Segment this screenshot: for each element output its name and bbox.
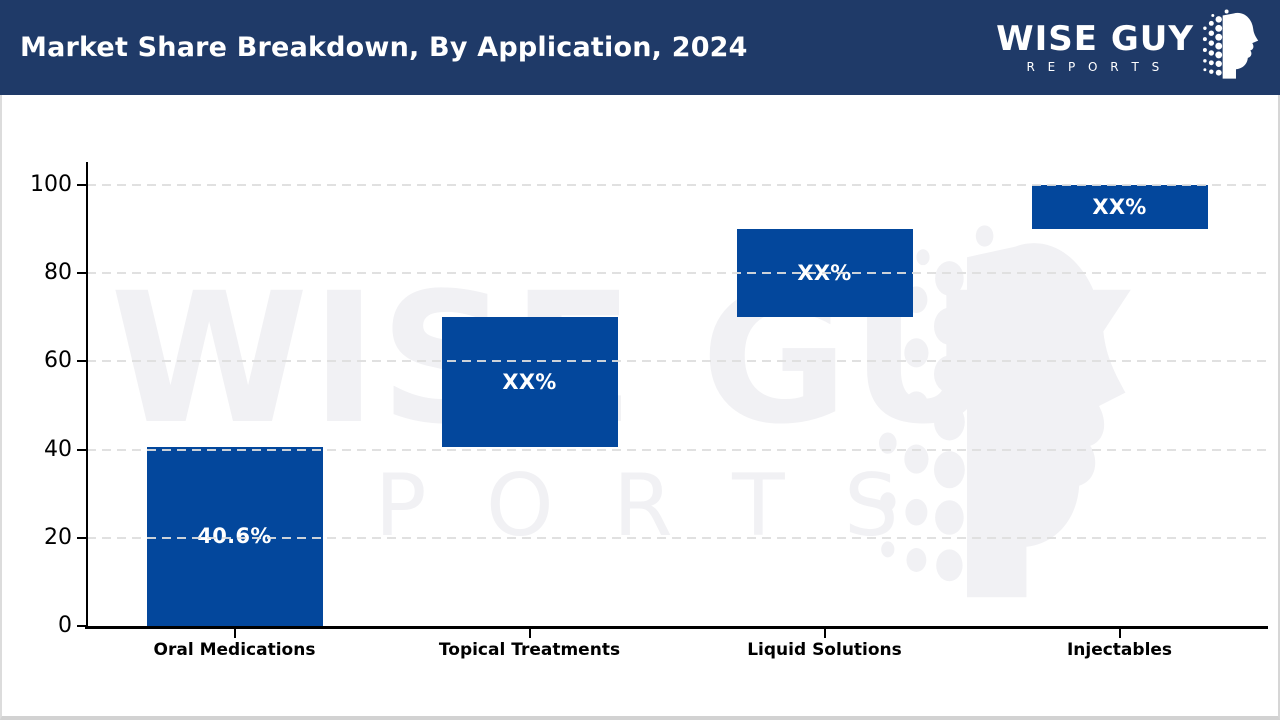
y-tick-label: 40 [44, 436, 72, 462]
wise-guy-reports-logo: WISE GUY R E P O R T S [996, 8, 1280, 88]
y-tick-label: 60 [44, 348, 72, 374]
bar-oral-medications: 40.6% [146, 446, 323, 626]
y-tick-mark [77, 272, 87, 275]
logo-wordmark: WISE GUY [996, 18, 1194, 59]
y-tick-label: 20 [44, 524, 72, 550]
y-axis-line [86, 162, 88, 627]
page-title: Market Share Breakdown, By Application, … [20, 32, 748, 63]
bar-value-label: XX% [1092, 195, 1147, 220]
gridline [87, 184, 1267, 186]
gridline [87, 360, 1267, 363]
bar-topical-treatments: XX% [441, 317, 618, 447]
bar-injectables: XX% [1031, 185, 1208, 230]
x-category-label-injectables: Injectables [1066, 640, 1173, 660]
plot-region: WISE GUY R E P O R T S 0 20 40 60 80 100 40.6%… [0, 95, 1280, 720]
x-category-label-liquid-solutions: Liquid Solutions [747, 640, 902, 660]
gridline [87, 536, 1267, 539]
dotted-head-logo-icon [1202, 9, 1259, 79]
y-tick-label: 0 [58, 613, 72, 638]
y-tick-mark [77, 536, 87, 539]
y-tick-label: 80 [44, 260, 72, 286]
y-tick-mark [77, 625, 87, 627]
logo-subtitle: R E P O R T S [1026, 59, 1164, 74]
y-tick-mark [77, 360, 87, 363]
gridline [87, 272, 1267, 275]
y-tick-mark [77, 184, 87, 186]
gridline [87, 448, 1267, 451]
x-category-label-topical-treatments: Topical Treatments [438, 640, 621, 660]
logo-text: WISE GUY R E P O R T S [996, 21, 1194, 75]
y-tick-mark [77, 448, 87, 451]
header-band: Market Share Breakdown, By Application, … [0, 0, 1280, 95]
x-axis-line [85, 626, 1268, 629]
bar-value-label: 40.6% [197, 524, 272, 549]
x-tick-mark [528, 629, 531, 638]
watermark-head-icon [879, 225, 1126, 598]
bar-value-label: XX% [502, 370, 557, 395]
x-tick-mark [1118, 629, 1121, 638]
x-tick-mark [823, 629, 826, 638]
x-category-label-oral-medications: Oral Medications [153, 640, 316, 660]
x-tick-mark [233, 629, 236, 638]
y-tick-label: 100 [30, 172, 72, 197]
